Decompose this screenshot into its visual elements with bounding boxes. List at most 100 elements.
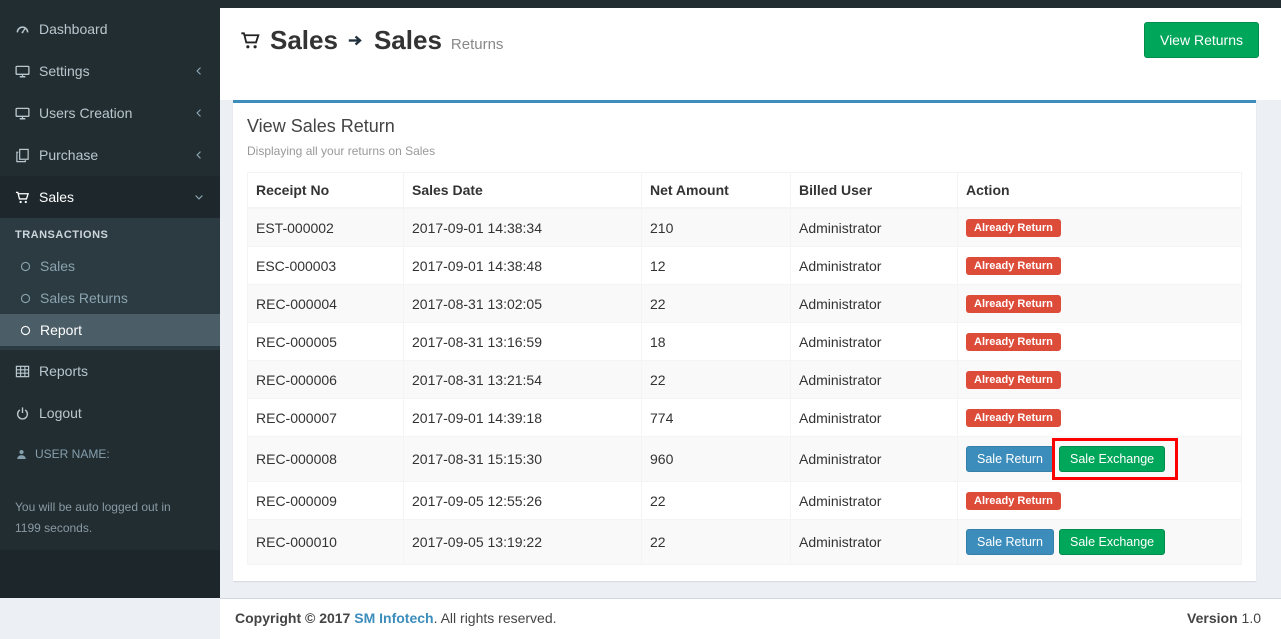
- sidebar-item-label: Sales: [39, 189, 75, 205]
- sidebar-item-label: Purchase: [39, 147, 99, 163]
- sale-exchange-button[interactable]: Sale Exchange: [1059, 529, 1166, 555]
- circle-icon: [19, 292, 40, 305]
- sidebar-subitem-sales[interactable]: Sales: [0, 250, 220, 282]
- arrow-right-icon: [347, 33, 365, 48]
- action-cell: Already Return: [957, 360, 1242, 399]
- column-header-action: Action: [957, 172, 1242, 209]
- power-icon: [15, 406, 39, 421]
- sidebar-item-purchase[interactable]: Purchase: [0, 134, 220, 176]
- version-label: Version: [1187, 610, 1238, 626]
- table-icon: [15, 364, 39, 379]
- sidebar-subitem-label: Report: [40, 322, 83, 338]
- sidebar-subitem-report[interactable]: Report: [0, 314, 220, 346]
- sale-return-button[interactable]: Sale Return: [966, 446, 1055, 472]
- chevron-left-icon: [193, 107, 205, 119]
- action-cell: Sale Return Sale Exchange: [957, 436, 1242, 482]
- annotation-highlight-box: Sale Exchange: [1052, 438, 1179, 480]
- billed-user-cell: Administrator: [790, 322, 958, 361]
- billed-user-cell: Administrator: [790, 481, 958, 520]
- already-return-badge: Already Return: [966, 409, 1061, 427]
- already-return-badge: Already Return: [966, 492, 1061, 510]
- chevron-left-icon: [193, 65, 205, 77]
- billed-user-cell: Administrator: [790, 207, 958, 247]
- table-header-row: Receipt No Sales Date Net Amount Billed …: [247, 172, 1242, 209]
- sidebar-item-users-creation[interactable]: Users Creation: [0, 92, 220, 134]
- net-amount-cell: 774: [641, 398, 791, 437]
- sidebar-item-settings[interactable]: Settings: [0, 50, 220, 92]
- panel-header: View Sales Return Displaying all your re…: [233, 103, 1256, 162]
- panel-subtitle: Displaying all your returns on Sales: [247, 144, 436, 158]
- receipt-no-cell: REC-000006: [247, 360, 404, 399]
- sidebar-item-dashboard[interactable]: Dashboard: [0, 8, 220, 50]
- sales-date-cell: 2017-08-31 13:21:54: [403, 360, 642, 399]
- top-navbar: [220, 0, 1281, 8]
- user-panel: USER NAME: You will be auto logged out i…: [0, 434, 220, 539]
- user-icon: [15, 448, 28, 461]
- billed-user-cell: Administrator: [790, 436, 958, 482]
- sidebar-item-label: Dashboard: [39, 21, 108, 37]
- copyright-bold: Copyright © 2017: [235, 610, 351, 626]
- monitor-icon: [15, 64, 39, 79]
- net-amount-cell: 18: [641, 322, 791, 361]
- sidebar-item-sales[interactable]: Sales: [0, 176, 220, 218]
- title-secondary: Sales: [373, 25, 442, 55]
- table-row: REC-000008 2017-08-31 15:15:30 960 Administ…: [247, 436, 1242, 482]
- footer: Copyright © 2017 SM Infotech. All rights…: [220, 598, 1281, 639]
- receipt-no-cell: REC-000005: [247, 322, 404, 361]
- rights-text: . All rights reserved.: [433, 610, 557, 626]
- table-row: REC-000005 2017-08-31 13:16:59 18 Administr…: [247, 322, 1242, 361]
- net-amount-cell: 22: [641, 284, 791, 323]
- receipt-no-cell: REC-000004: [247, 284, 404, 323]
- sales-date-cell: 2017-08-31 15:15:30: [403, 436, 642, 482]
- panel-body: Receipt No Sales Date Net Amount Billed …: [233, 162, 1256, 569]
- version-value: 1.0: [1241, 610, 1261, 626]
- sidebar-item-label: Settings: [39, 63, 90, 79]
- net-amount-cell: 960: [641, 436, 791, 482]
- sidebar-subitem-sales-returns[interactable]: Sales Returns: [0, 282, 220, 314]
- already-return-badge: Already Return: [966, 219, 1061, 237]
- sale-exchange-button[interactable]: Sale Exchange: [1059, 446, 1166, 472]
- column-header-net-amount: Net Amount: [641, 172, 791, 209]
- sidebar-subitem-label: Sales Returns: [40, 290, 128, 306]
- sale-return-button[interactable]: Sale Return: [966, 529, 1055, 555]
- receipt-no-cell: REC-000010: [247, 519, 404, 565]
- table-row: REC-000006 2017-08-31 13:21:54 22 Administr…: [247, 360, 1242, 399]
- sidebar-item-logout[interactable]: Logout: [0, 392, 220, 434]
- title-suffix: Returns: [450, 36, 504, 53]
- already-return-badge: Already Return: [966, 295, 1061, 313]
- column-header-receipt-no: Receipt No: [247, 172, 404, 209]
- sales-returns-tbody: EST-000002 2017-09-01 14:38:34 210 Administ…: [247, 207, 1242, 565]
- action-cell: Already Return: [957, 322, 1242, 361]
- billed-user-cell: Administrator: [790, 398, 958, 437]
- cart-icon: [240, 30, 261, 51]
- brand-link[interactable]: SM Infotech: [354, 610, 434, 626]
- sidebar-footer-spacer: [0, 550, 220, 598]
- copyright-text: Copyright © 2017 SM Infotech. All rights…: [235, 610, 557, 639]
- column-header-billed-user: Billed User: [790, 172, 958, 209]
- transactions-section-label: TRANSACTIONS: [15, 229, 109, 241]
- circle-icon: [19, 260, 40, 273]
- sales-date-cell: 2017-08-31 13:16:59: [403, 322, 642, 361]
- column-header-sales-date: Sales Date: [403, 172, 642, 209]
- billed-user-cell: Administrator: [790, 360, 958, 399]
- net-amount-cell: 22: [641, 481, 791, 520]
- sales-date-cell: 2017-09-01 14:38:48: [403, 246, 642, 285]
- main-content: Sales Sales Returns View Returns View Sa…: [220, 8, 1281, 598]
- cart-icon: [15, 190, 39, 205]
- sidebar-item-reports[interactable]: Reports: [0, 350, 220, 392]
- sales-date-cell: 2017-08-31 13:02:05: [403, 284, 642, 323]
- action-cell: Already Return: [957, 246, 1242, 285]
- sidebar-item-label: Logout: [39, 405, 82, 421]
- table-row: REC-000010 2017-09-05 13:19:22 22 Administr…: [247, 519, 1242, 565]
- sales-returns-table: Receipt No Sales Date Net Amount Billed …: [247, 172, 1242, 565]
- sales-return-panel: View Sales Return Displaying all your re…: [233, 100, 1256, 581]
- view-returns-button[interactable]: View Returns: [1143, 22, 1259, 58]
- already-return-badge: Already Return: [966, 371, 1061, 389]
- user-name-label: USER NAME:: [35, 447, 110, 461]
- chevron-left-icon: [193, 149, 205, 161]
- content-header: Sales Sales Returns View Returns: [220, 8, 1281, 100]
- version-text: Version 1.0: [1187, 610, 1261, 639]
- net-amount-cell: 210: [641, 207, 791, 247]
- sales-date-cell: 2017-09-01 14:39:18: [403, 398, 642, 437]
- auto-logout-notice: You will be auto logged out in 1199 seco…: [15, 500, 171, 535]
